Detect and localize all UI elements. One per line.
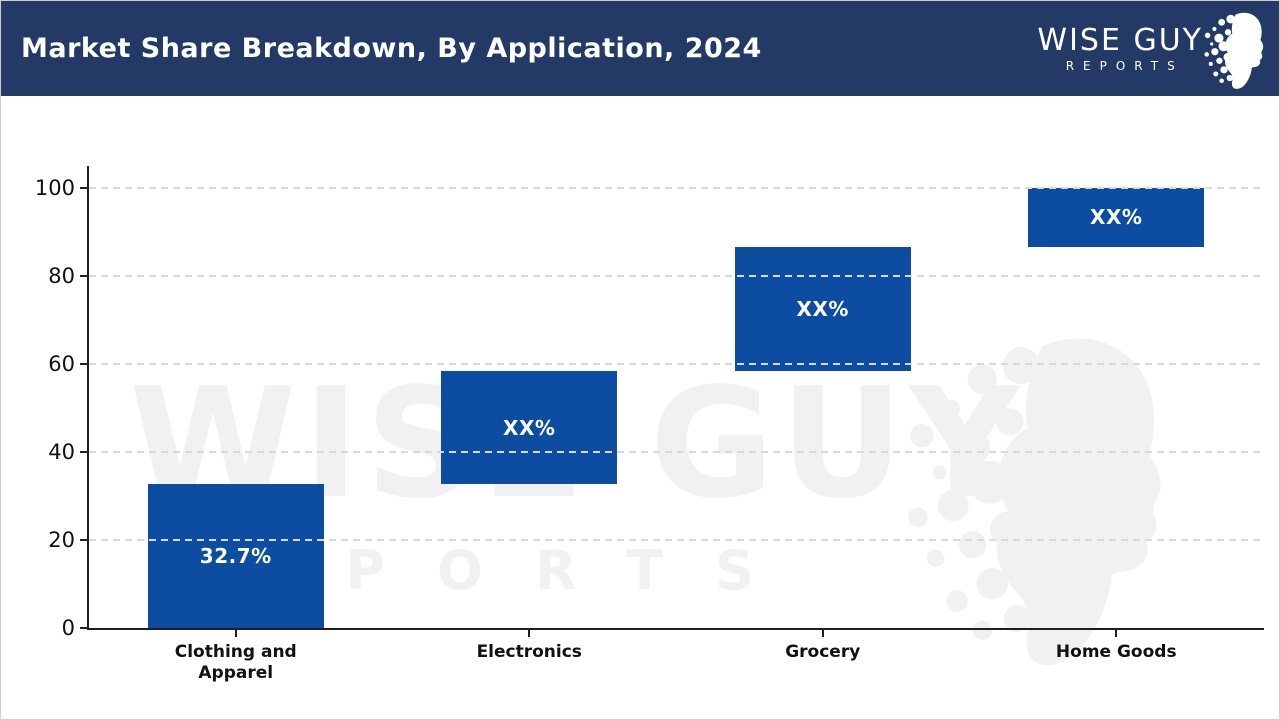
waterfall-bar [1028,188,1205,247]
x-category-label: Home Goods [1055,642,1177,662]
watermark-face-icon [885,318,1177,670]
logo-wordmark: WISE GUY [1037,22,1203,58]
x-category-label: Grocery [785,642,861,662]
logo-text: WISE GUY REPORTS [1037,22,1203,73]
wise-guy-face-icon [1199,8,1267,90]
y-gridline [89,539,1263,541]
header-bar: Market Share Breakdown, By Application, … [1,1,1279,96]
y-tick-label: 80 [48,264,75,288]
y-tick [80,363,88,365]
y-tick [80,627,88,629]
x-tick [528,630,531,637]
bar-value-label: 32.7% [199,544,272,569]
x-tick [1115,630,1118,637]
y-tick [80,539,88,541]
bar-value-label: XX% [1090,205,1143,230]
x-axis-line [87,628,1264,630]
y-axis-line [87,166,89,630]
y-gridline [89,451,1263,453]
y-tick-label: 100 [34,176,75,200]
y-gridline [89,363,1263,365]
y-tick-label: 40 [48,440,75,464]
y-tick-label: 0 [61,616,75,640]
waterfall-bar [734,246,911,372]
bar-value-label: XX% [503,415,556,440]
y-gridline [89,187,1263,189]
x-tick [234,630,237,637]
y-tick [80,451,88,453]
logo-subtitle: REPORTS [1065,58,1184,73]
waterfall-bar [147,484,324,628]
chart-title: Market Share Breakdown, By Application, … [21,33,762,64]
y-tick-label: 60 [48,352,75,376]
x-category-label: Electronics [476,642,582,662]
chart-plot-area: WISE GUY REPORTS 0 20 40 60 80 100 32.7% Clothi… [1,96,1279,719]
bar-value-label: XX% [796,296,849,321]
y-tick-label: 20 [48,528,75,552]
y-tick [80,275,88,277]
x-tick [821,630,824,637]
y-tick [80,187,88,189]
x-category-label: Clothing and Apparel [174,642,297,684]
y-gridline [89,275,1263,277]
wise-guy-logo: WISE GUY REPORTS [1037,8,1267,90]
waterfall-bar [441,371,618,485]
